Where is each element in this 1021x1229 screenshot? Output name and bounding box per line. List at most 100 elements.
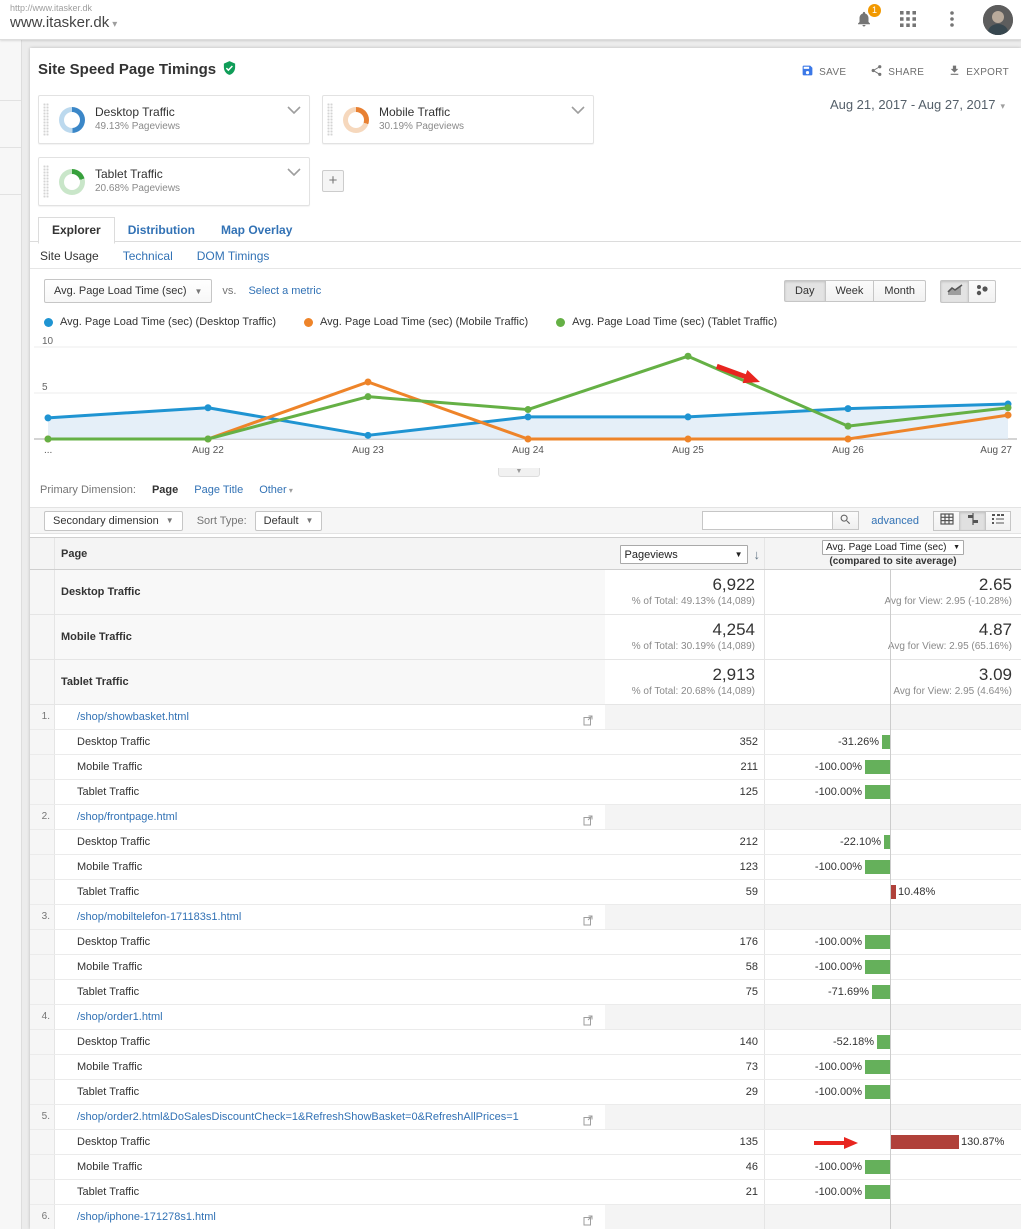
chevron-down-icon: ▼ <box>305 516 314 525</box>
metric-value: 4.87 <box>978 620 1012 639</box>
comparison-view-button[interactable] <box>959 510 985 531</box>
external-link-icon[interactable] <box>583 1111 593 1129</box>
external-link-icon[interactable] <box>583 1011 593 1029</box>
primary-dimension-page[interactable]: Page <box>151 484 179 496</box>
comparison-cell: -22.10% <box>765 830 1021 854</box>
export-icon <box>948 64 961 80</box>
segment-card-mobile-traffic[interactable]: Mobile Traffic 30.19% Pageviews <box>322 95 594 144</box>
pageviews-column-select[interactable]: Pageviews ▼ <box>619 545 748 564</box>
tab-distribution[interactable]: Distribution <box>127 223 196 237</box>
subtab-dom-timings[interactable]: DOM Timings <box>196 249 270 263</box>
search-button[interactable] <box>832 511 860 530</box>
comparison-cell <box>765 905 1021 929</box>
date-range-selector[interactable]: Aug 21, 2017 - Aug 27, 2017 ▾ <box>829 97 1005 112</box>
collapsed-sidebar[interactable] <box>0 40 22 1229</box>
page-column-header: Page <box>61 548 88 560</box>
secondary-dimension-dropdown[interactable]: Secondary dimension ▼ <box>44 510 183 531</box>
data-point[interactable] <box>684 413 692 421</box>
external-link-icon[interactable] <box>583 911 593 929</box>
save-button[interactable]: SAVE <box>801 64 846 80</box>
drag-handle[interactable] <box>43 103 49 136</box>
external-link-icon[interactable] <box>583 711 593 729</box>
data-view-button[interactable] <box>933 510 959 531</box>
row-number-cell <box>30 1155 55 1179</box>
data-point[interactable] <box>44 414 52 422</box>
property-name[interactable]: www.itasker.dk ▾ <box>10 14 118 31</box>
metric-select-dropdown[interactable]: Avg. Page Load Time (sec) ▼ <box>44 279 213 303</box>
pageviews-cell: 140 <box>605 1030 765 1054</box>
subtab-site-usage[interactable]: Site Usage <box>40 249 99 263</box>
segment-donut-icon <box>59 169 85 195</box>
tab-explorer[interactable]: Explorer <box>38 217 115 244</box>
search-icon <box>839 513 852 529</box>
legend-dot-icon <box>44 317 53 327</box>
timeseries-chart[interactable]: 5 10... Aug 22 Aug 23 Aug 24 Aug 25 Aug 26 Aug … <box>34 336 1017 467</box>
add-segment-button[interactable]: + <box>322 170 344 192</box>
tab-map-overlay[interactable]: Map Overlay <box>221 223 293 237</box>
share-button[interactable]: SHARE <box>870 64 924 80</box>
data-point[interactable] <box>204 404 212 412</box>
data-point[interactable] <box>204 435 212 443</box>
page-link[interactable]: /shop/order2.html&DoSalesDiscountCheck=1… <box>77 1111 519 1123</box>
sort-type-dropdown[interactable]: Default ▼ <box>254 510 323 531</box>
account-selector[interactable]: http://www.itasker.dk www.itasker.dk ▾ <box>10 3 117 31</box>
page-link[interactable]: /shop/showbasket.html <box>77 711 189 723</box>
page-link[interactable]: /shop/order1.html <box>77 1011 163 1023</box>
data-point[interactable] <box>844 422 852 430</box>
sort-descending-icon[interactable]: ↓ <box>753 547 761 562</box>
comparison-cell <box>765 1105 1021 1129</box>
page-link[interactable]: /shop/mobiltelefon-171183s1.html <box>77 911 242 923</box>
granularity-week[interactable]: Week <box>824 280 874 302</box>
drag-handle[interactable] <box>43 165 49 198</box>
data-point[interactable] <box>844 435 852 443</box>
data-point[interactable] <box>364 378 372 386</box>
data-point[interactable] <box>364 431 372 439</box>
data-point[interactable] <box>524 413 532 421</box>
data-point[interactable] <box>844 405 852 413</box>
data-point[interactable] <box>1004 404 1012 412</box>
data-point[interactable] <box>524 435 532 443</box>
chevron-down-icon[interactable] <box>571 105 585 117</box>
user-avatar[interactable] <box>983 5 1013 35</box>
notifications-button[interactable]: 1 <box>851 4 881 35</box>
drag-handle[interactable] <box>327 103 333 136</box>
apps-grid-button[interactable] <box>895 5 921 35</box>
data-point[interactable] <box>684 352 692 360</box>
segment-label: Mobile Traffic <box>77 861 143 873</box>
primary-dimension-other[interactable]: Other ▾ <box>259 484 293 496</box>
granularity-day[interactable]: Day <box>783 280 825 302</box>
table-search-input[interactable] <box>702 511 833 530</box>
chevron-down-icon[interactable] <box>287 105 301 117</box>
export-button[interactable]: EXPORT <box>948 64 1009 80</box>
external-link-icon[interactable] <box>583 811 593 829</box>
pivot-view-button[interactable] <box>985 510 1011 531</box>
chevron-down-icon[interactable] <box>287 167 301 179</box>
motion-chart-view-button[interactable] <box>968 279 996 303</box>
table-row-segment: Tablet Traffic 59 10.48% <box>30 880 1021 905</box>
segment-card-tablet-traffic[interactable]: Tablet Traffic 20.68% Pageviews <box>38 157 310 206</box>
segment-card-desktop-traffic[interactable]: Desktop Traffic 49.13% Pageviews <box>38 95 310 144</box>
data-point[interactable] <box>364 393 372 401</box>
summary-row: Tablet Traffic 2,913 % of Total: 20.68% (1… <box>30 660 1021 705</box>
external-link-icon[interactable] <box>583 1211 593 1229</box>
select-metric-link[interactable]: Select a metric <box>248 285 322 297</box>
advanced-search-link[interactable]: advanced <box>871 514 919 527</box>
comparison-percent: -100.00% <box>814 786 862 798</box>
more-options-button[interactable] <box>939 5 965 35</box>
metric-column-select[interactable]: Avg. Page Load Time (sec) ▼ <box>822 540 964 555</box>
table-row-segment: Tablet Traffic 29 -100.00% <box>30 1080 1021 1105</box>
comparison-bar <box>865 1085 890 1099</box>
data-point[interactable] <box>1004 411 1012 419</box>
data-point[interactable] <box>524 406 532 414</box>
granularity-month[interactable]: Month <box>873 280 926 302</box>
report-card: Site Speed Page Timings SAVE SHARE EXPOR… <box>30 48 1021 1229</box>
page-link[interactable]: /shop/frontpage.html <box>77 811 178 823</box>
data-point[interactable] <box>684 435 692 443</box>
primary-dimension-page-title[interactable]: Page Title <box>194 484 244 496</box>
data-point[interactable] <box>44 435 52 443</box>
line-chart-view-button[interactable] <box>940 279 968 303</box>
subtab-technical[interactable]: Technical <box>122 249 173 263</box>
apps-grid-icon <box>900 10 916 30</box>
chart-collapse-handle[interactable]: ▼ <box>498 468 540 477</box>
page-link[interactable]: /shop/iphone-171278s1.html <box>77 1211 216 1223</box>
